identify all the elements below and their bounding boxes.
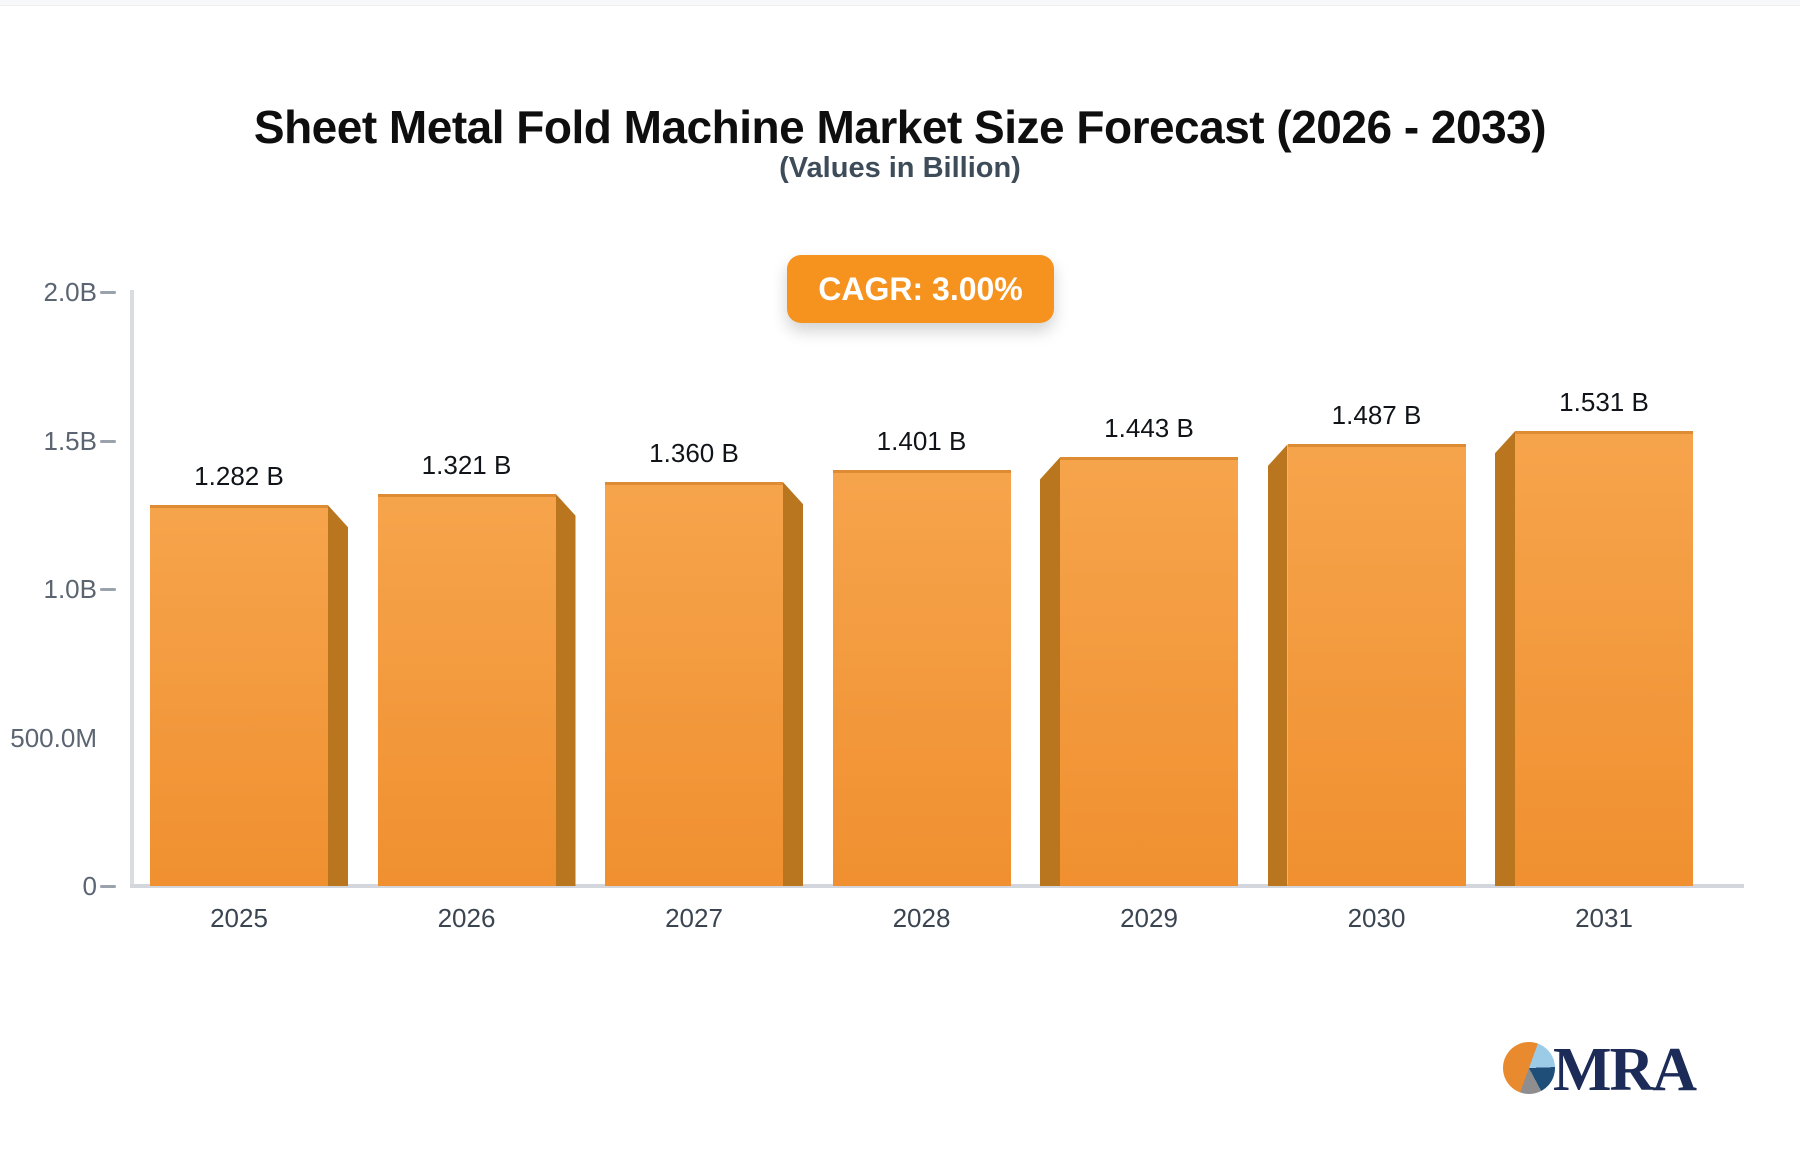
bar-value-label: 1.443 B <box>1104 413 1194 444</box>
y-tick-label: 500.0M <box>10 722 97 753</box>
top-strip <box>0 0 1800 6</box>
y-tick-mark <box>100 439 116 443</box>
bar-value-label: 1.487 B <box>1331 400 1422 431</box>
cagr-badge-label: CAGR: 3.00% <box>818 270 1023 307</box>
bar-2029 <box>1060 457 1238 886</box>
bar-2027 <box>605 482 783 886</box>
bar-side-face <box>783 482 803 886</box>
x-axis-label-2030: 2030 <box>1347 903 1406 933</box>
bar-2030 <box>1287 444 1466 886</box>
y-tick-mark <box>100 588 116 591</box>
bar-2031 <box>1515 431 1693 886</box>
y-tick-mark <box>100 291 116 294</box>
bar-side-face <box>328 505 348 886</box>
bar-2025 <box>150 505 328 886</box>
y-tick-label: 0 <box>82 871 97 901</box>
y-tick-label: 1.0B <box>43 574 98 604</box>
x-axis-label-2027: 2027 <box>665 903 723 933</box>
brand-logo: MRA <box>1503 1036 1697 1104</box>
bar-value-label: 1.360 B <box>649 438 739 469</box>
bar-2026 <box>377 493 556 886</box>
bar-side-face <box>1267 444 1288 886</box>
y-axis-line <box>130 290 134 888</box>
bar-side-face <box>555 493 576 886</box>
bar-value-label: 1.282 B <box>194 461 284 492</box>
x-axis-label-2026: 2026 <box>437 903 496 933</box>
bar-side-face <box>1495 431 1515 886</box>
y-tick-mark <box>100 885 116 888</box>
bar-value-label: 1.401 B <box>876 425 967 456</box>
bar-side-face <box>1040 457 1060 886</box>
x-axis-baseline <box>130 884 1744 888</box>
brand-logo-text: MRA <box>1553 1036 1697 1104</box>
x-axis-label-2025: 2025 <box>210 903 268 933</box>
pie-chart-icon <box>1503 1042 1555 1094</box>
x-axis-label-2029: 2029 <box>1120 903 1178 933</box>
chart-title: Sheet Metal Fold Machine Market Size For… <box>253 101 1547 153</box>
bar-value-label: 1.321 B <box>421 449 512 480</box>
y-tick-label: 2.0B <box>43 277 98 307</box>
bar-2028 <box>832 469 1011 886</box>
bar-value-label: 1.531 B <box>1559 387 1649 418</box>
x-axis-label-2031: 2031 <box>1575 903 1633 933</box>
y-tick-label: 1.5B <box>43 425 98 456</box>
chart-subtitle: (Values in Billion) <box>779 152 1021 184</box>
x-axis-label-2028: 2028 <box>892 903 951 933</box>
cagr-badge: CAGR: 3.00% <box>787 255 1054 323</box>
